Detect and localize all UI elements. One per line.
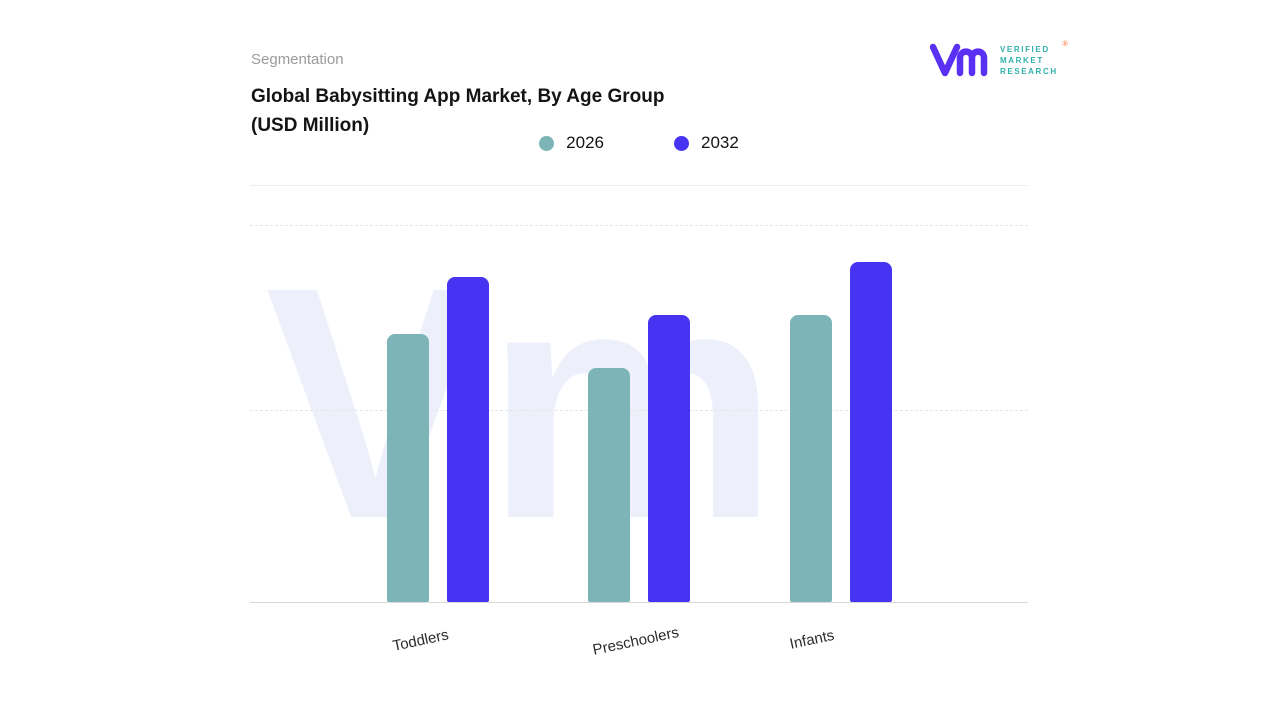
eyebrow-segmentation: Segmentation — [251, 51, 344, 68]
vmr-logo-icon — [930, 43, 988, 77]
category-labels: Toddlers Preschoolers Infants — [250, 624, 1028, 680]
plot-area: Vm — [250, 225, 1028, 603]
registered-trademark: ® — [1062, 40, 1068, 48]
gridline-top — [250, 225, 1028, 226]
svg-text:Vm: Vm — [265, 225, 779, 535]
bar-group-preschoolers — [588, 224, 690, 602]
logo-line-verified: VERIFIED — [1000, 44, 1050, 54]
category-label-toddlers: Toddlers — [391, 626, 451, 655]
legend: 2026 2032 — [250, 133, 1028, 153]
legend-label-2026: 2026 — [566, 133, 604, 152]
legend-item-2032: 2032 — [674, 133, 739, 153]
bar-2026-infants — [790, 314, 832, 602]
bar-group-infants — [790, 224, 892, 602]
bar-group-toddlers — [387, 224, 489, 602]
header-separator — [250, 185, 1028, 186]
vmr-logo-text: VERIFIED MARKET RESEARCH ® — [1000, 41, 1068, 77]
category-label-infants: Infants — [788, 626, 836, 653]
chart-title-line1: Global Babysitting App Market, By Age Gr… — [251, 86, 665, 107]
chart-title: Global Babysitting App Market, By Age Gr… — [251, 82, 811, 140]
legend-item-2026: 2026 — [539, 133, 604, 153]
bar-2026-preschoolers — [588, 367, 630, 602]
x-axis-line — [250, 602, 1028, 603]
bar-2026-toddlers — [387, 333, 429, 602]
legend-dot-2032 — [674, 135, 689, 151]
vmr-logo: VERIFIED MARKET RESEARCH ® — [930, 40, 1068, 80]
gridline-middle — [250, 410, 1028, 411]
chart-title-line2: (USD Million) — [251, 115, 370, 136]
legend-label-2032: 2032 — [701, 133, 739, 152]
bar-2032-preschoolers — [648, 314, 690, 602]
category-label-preschoolers: Preschoolers — [591, 623, 681, 659]
bar-2032-infants — [850, 261, 892, 602]
bar-2032-toddlers — [447, 276, 489, 602]
logo-line-market: MARKET — [1000, 55, 1044, 65]
logo-line-research: RESEARCH — [1000, 66, 1058, 76]
legend-dot-2026 — [539, 135, 555, 151]
